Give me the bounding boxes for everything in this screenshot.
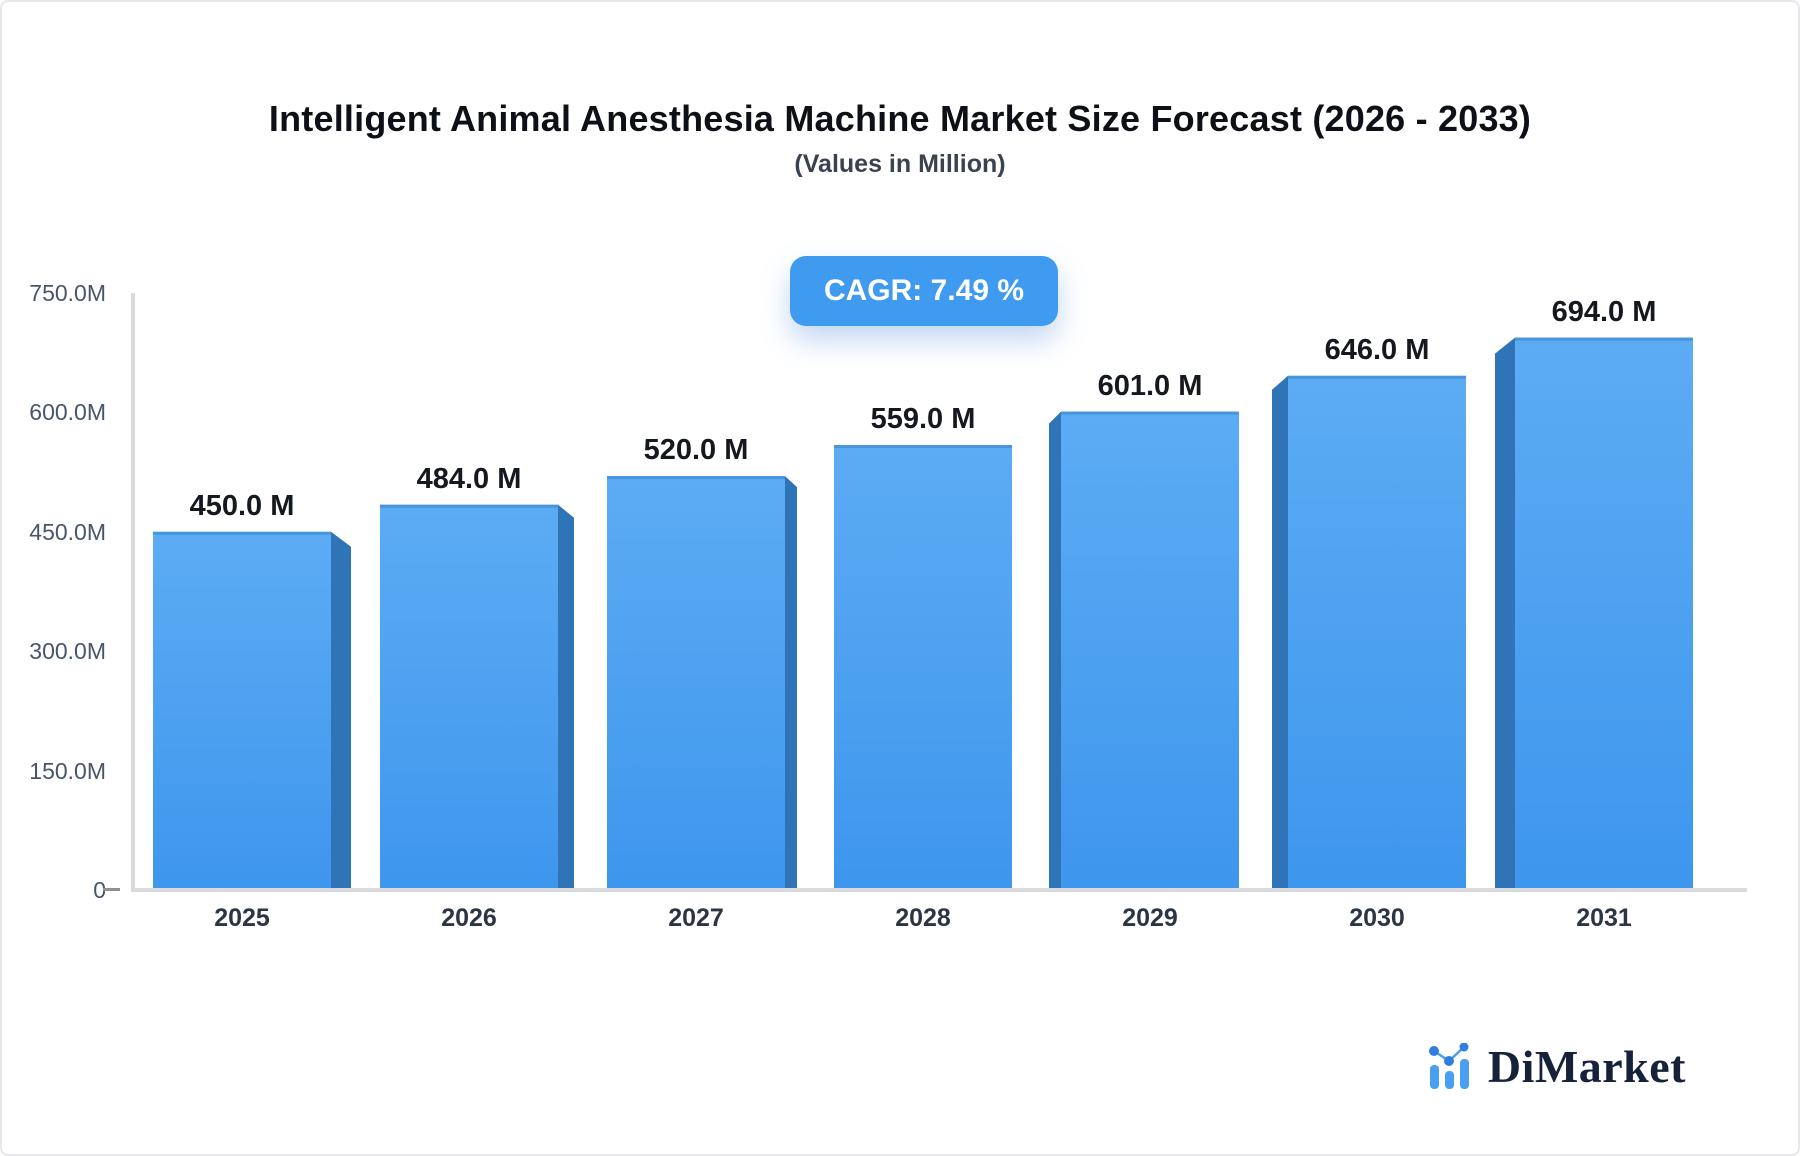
cagr-badge: CAGR: 7.49 %: [790, 256, 1058, 326]
y-tick-label: 300.0M: [29, 638, 106, 665]
bar-2029[interactable]: [1061, 411, 1239, 889]
x-axis-label-2027: 2027: [668, 904, 724, 932]
x-axis-line: [131, 888, 1747, 892]
dimarket-logo: DiMarket: [1428, 1040, 1686, 1093]
bar-value-label: 646.0 M: [1324, 333, 1430, 366]
bar-value-label: 694.0 M: [1551, 295, 1657, 328]
y-tick-label: 450.0M: [29, 518, 106, 545]
chart-subtitle: (Values in Million): [794, 150, 1006, 178]
bar-top-edge: [607, 476, 785, 480]
bar-value-label: 450.0 M: [189, 489, 295, 522]
bar-2028[interactable]: [834, 445, 1012, 889]
x-axis-label-2030: 2030: [1349, 904, 1405, 932]
bar-top-edge: [1515, 337, 1693, 341]
bar-top-edge: [1288, 375, 1466, 379]
bar-2031[interactable]: [1515, 337, 1693, 889]
bar-value-label: 559.0 M: [870, 403, 976, 436]
bar-2030[interactable]: [1288, 375, 1466, 889]
x-axis-label-2028: 2028: [895, 904, 951, 932]
bar-top-edge: [834, 445, 1012, 449]
bar-side-face-2030: [1272, 375, 1288, 889]
bar-side-face-2031: [1495, 337, 1515, 889]
y-tick-label: 0: [93, 877, 106, 903]
bar-2027[interactable]: [607, 476, 785, 889]
x-axis-label-2026: 2026: [441, 904, 497, 932]
bar-side-face-2025: [331, 531, 351, 889]
y-tick-label: 600.0M: [29, 399, 106, 426]
bar-value-label: 484.0 M: [416, 462, 522, 495]
dimarket-logo-text: DiMarket: [1487, 1041, 1686, 1092]
dimarket-logo-icon: [1428, 1042, 1469, 1089]
bar-2026[interactable]: [380, 504, 558, 889]
bar-value-label: 520.0 M: [643, 434, 749, 467]
x-axis-label-2029: 2029: [1122, 904, 1178, 932]
zero-tick-mark: [103, 888, 120, 891]
x-axis-label-2031: 2031: [1576, 904, 1632, 932]
y-tick-label: 750.0M: [29, 280, 106, 306]
bar-side-face-2027: [785, 476, 797, 889]
y-tick-label: 150.0M: [29, 757, 106, 784]
bar-2025[interactable]: [153, 531, 331, 889]
chart-title: Intelligent Animal Anesthesia Machine Ma…: [268, 98, 1532, 139]
bar-top-edge: [1061, 411, 1239, 415]
y-axis-line: [131, 293, 135, 890]
bar-side-face-2029: [1049, 411, 1061, 889]
x-axis-label-2025: 2025: [214, 904, 270, 932]
bar-top-edge: [380, 504, 558, 508]
bar-side-face-2026: [558, 504, 574, 889]
bar-value-label: 601.0 M: [1097, 369, 1203, 402]
bar-top-edge: [153, 531, 331, 535]
